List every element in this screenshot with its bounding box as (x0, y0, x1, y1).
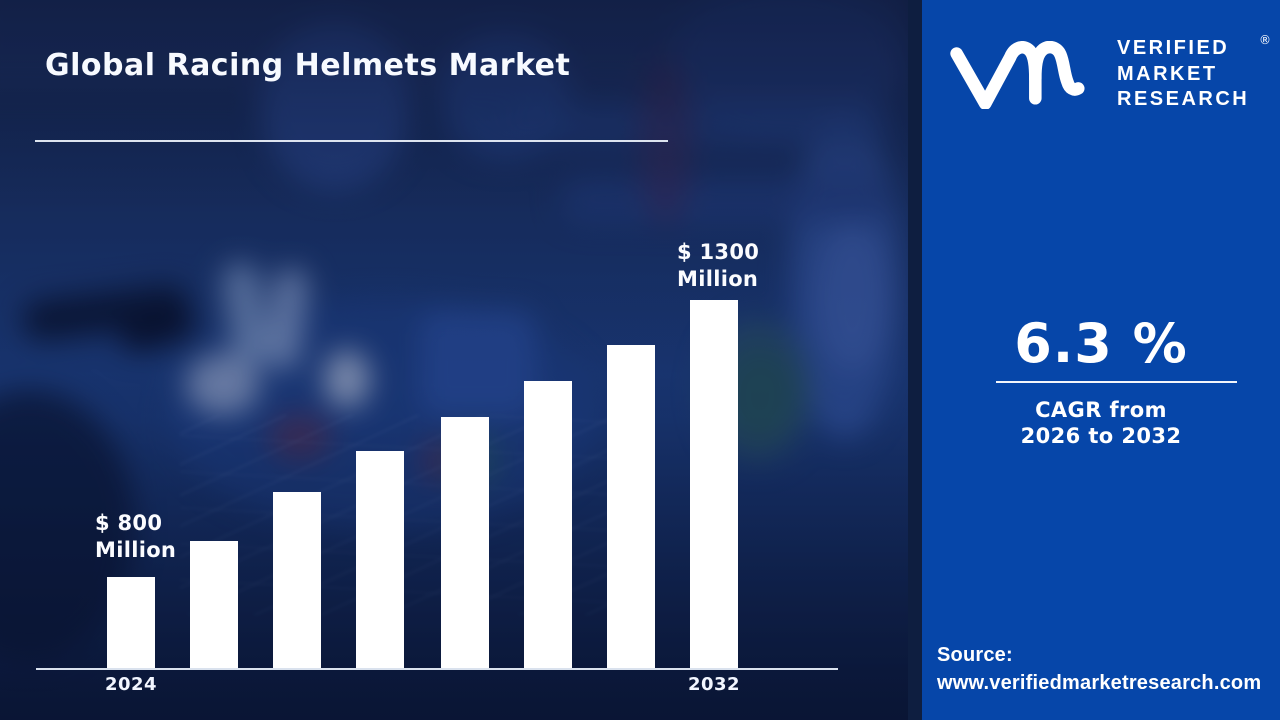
page-title: Global Racing Helmets Market (45, 48, 571, 83)
cagr-label-line2: 2026 to 2032 (1020, 424, 1182, 448)
registered-trademark-icon: ® (1259, 33, 1271, 47)
source-url[interactable]: www.verifiedmarketresearch.com (937, 672, 1262, 694)
panel-edge-shadow (908, 0, 922, 720)
title-underline (35, 140, 668, 142)
cagr-label-line1: CAGR from (1035, 398, 1167, 422)
bar-value-annotation: $ 800 Million (95, 511, 177, 562)
brand-word-1: VERIFIED (1117, 37, 1230, 59)
chart-bar (107, 577, 155, 668)
brand-word-3: RESEARCH (1117, 88, 1250, 110)
chart-section: Global Racing Helmets Market 2024 2032 $ 8… (0, 0, 908, 720)
right-panel: VERIFIED MARKET RESEARCH ® 6.3 % CAGR fr… (922, 0, 1280, 720)
chart-bar (441, 417, 489, 668)
chart-bar (356, 451, 404, 668)
source-label: Source: (937, 644, 1013, 666)
x-axis-tick-label: 2024 (104, 674, 158, 695)
chart-bar (607, 345, 655, 668)
chart-bar (524, 381, 572, 668)
source-block: Source: www.verifiedmarketresearch.com (937, 641, 1280, 697)
brand-word-2: MARKET (1117, 62, 1218, 85)
bar-chart: 2024 2032 $ 800 Million $ 1300 Million (36, 240, 838, 695)
vmr-logo-icon (950, 41, 1085, 109)
chart-bar (690, 300, 738, 668)
cagr-divider (996, 381, 1237, 383)
bar-value-annotation: $ 1300 Million (677, 240, 760, 291)
chart-bar (273, 492, 321, 668)
brand-logo: VERIFIED MARKET RESEARCH ® (922, 0, 1280, 130)
x-axis-line (36, 668, 838, 670)
x-axis-tick-label: 2032 (687, 674, 741, 695)
cagr-value: 6.3 % (1014, 312, 1188, 375)
chart-bar (190, 541, 238, 668)
brand-wordmark: VERIFIED MARKET RESEARCH (1117, 36, 1249, 113)
